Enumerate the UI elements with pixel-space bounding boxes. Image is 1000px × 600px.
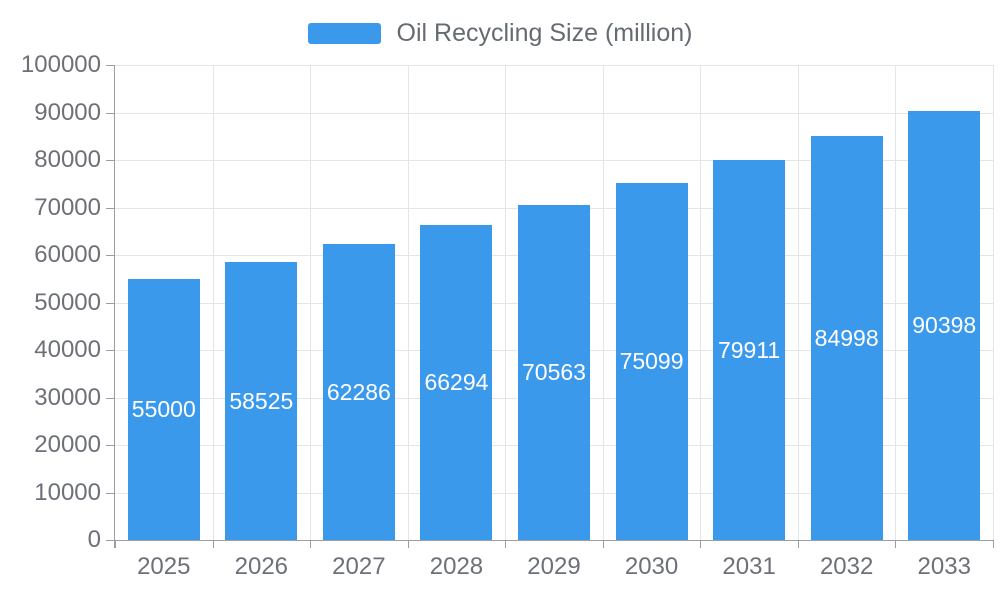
- x-axis-tick: [700, 540, 702, 548]
- bar-value-label: 55000: [131, 395, 196, 422]
- plot-area: 55000 58525 62286 66294 70563 75099 79911 84998…: [21, 52, 994, 580]
- y-axis-tick: [106, 397, 114, 399]
- x-gridline: [407, 65, 409, 540]
- x-axis-label: 2025: [137, 553, 191, 580]
- legend-label[interactable]: Oil Recycling Size (million): [396, 19, 693, 47]
- y-axis-label: 70000: [34, 193, 101, 221]
- y-axis-label: 30000: [34, 383, 101, 411]
- y-axis-tick: [106, 160, 114, 161]
- y-axis-label: 50000: [34, 288, 101, 316]
- x-axis-label: 2027: [332, 553, 386, 580]
- x-axis-label: 2032: [819, 553, 874, 580]
- x-axis-tick: [602, 540, 604, 548]
- x-axis-tick: [310, 540, 312, 548]
- y-axis-label: 40000: [34, 336, 101, 363]
- x-gridline: [602, 65, 604, 540]
- x-axis-tick: [895, 540, 897, 548]
- y-axis-label: 80000: [34, 146, 101, 173]
- y-gridline: [115, 65, 993, 66]
- x-gridline: [310, 65, 312, 540]
- y-axis-label: 0: [87, 526, 101, 553]
- bar-value-label: 79911: [717, 336, 781, 363]
- x-axis-line: [115, 540, 993, 541]
- y-axis-tick: [106, 255, 114, 256]
- x-axis-label: 2028: [429, 553, 484, 580]
- y-axis-tick: [106, 65, 114, 66]
- bar[interactable]: 70563: [518, 204, 590, 540]
- y-axis-tick: [106, 112, 114, 114]
- x-axis-tick: [407, 540, 409, 548]
- y-axis-tick: [106, 350, 114, 351]
- x-axis-label: 2029: [527, 553, 581, 580]
- x-gridline: [700, 65, 702, 540]
- x-axis-label: 2026: [234, 553, 289, 580]
- x-gridline: [797, 65, 799, 540]
- x-axis-label: 2033: [917, 553, 971, 580]
- legend[interactable]: Oil Recycling Size (million): [0, 19, 1000, 48]
- y-axis-label: 20000: [34, 431, 101, 458]
- x-axis-tick: [797, 540, 799, 548]
- x-gridline: [212, 65, 214, 540]
- bar[interactable]: 55000: [127, 278, 200, 540]
- bar[interactable]: 62286: [322, 244, 395, 540]
- y-gridline: [115, 160, 993, 161]
- bar-value-label: 58525: [229, 387, 294, 414]
- y-axis-label: 10000: [34, 478, 101, 506]
- y-axis-line: [114, 65, 115, 548]
- bar[interactable]: 79911: [713, 160, 786, 540]
- bar[interactable]: 58525: [225, 262, 298, 540]
- x-gridline: [993, 65, 994, 540]
- bar-value-label: 90398: [912, 311, 977, 338]
- y-axis-label: 60000: [34, 241, 101, 268]
- x-axis-label: 2030: [624, 553, 679, 580]
- y-axis-tick: [106, 540, 114, 541]
- y-axis-label: 100000: [20, 51, 101, 78]
- y-axis-tick: [106, 445, 114, 446]
- x-axis-tick: [115, 540, 116, 548]
- bar[interactable]: 84998: [810, 136, 883, 540]
- y-axis-tick: [106, 302, 114, 304]
- x-axis-tick: [993, 540, 994, 548]
- bar-value-label: 70563: [522, 358, 586, 385]
- legend-marker[interactable]: [307, 23, 381, 44]
- x-axis-label: 2031: [722, 553, 776, 580]
- bar[interactable]: 66294: [420, 225, 493, 540]
- bar-value-label: 84998: [814, 324, 879, 351]
- y-axis-tick: [106, 207, 114, 209]
- bar-value-label: 66294: [424, 369, 489, 396]
- x-axis-tick: [505, 540, 507, 548]
- y-axis-label: 90000: [34, 98, 101, 126]
- bar[interactable]: 90398: [908, 110, 981, 540]
- bar-value-label: 75099: [619, 348, 684, 375]
- x-axis-tick: [212, 540, 214, 548]
- bar-value-label: 62286: [326, 378, 391, 405]
- y-gridline: [115, 112, 993, 114]
- x-gridline: [505, 65, 507, 540]
- bar[interactable]: 75099: [615, 183, 688, 540]
- x-gridline: [895, 65, 897, 540]
- y-axis-tick: [106, 492, 114, 494]
